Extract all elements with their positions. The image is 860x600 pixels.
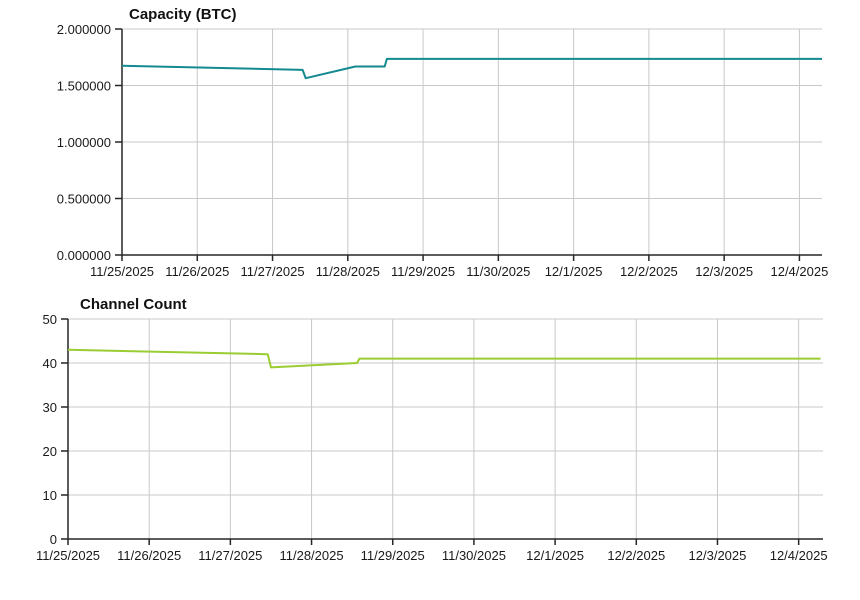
x-tick-label: 12/3/2025 xyxy=(689,548,747,563)
x-tick-label: 11/27/2025 xyxy=(198,548,262,563)
y-tick-label: 2.000000 xyxy=(57,22,111,37)
x-tick-label: 12/1/2025 xyxy=(526,548,584,563)
y-tick-label: 20 xyxy=(43,444,57,459)
series-line xyxy=(67,348,821,369)
channel-count-chart: 0 10 20 30 40 50 11/25/2025 11/26/2025 11/27/202… xyxy=(36,312,828,563)
x-tick-label: 11/28/2025 xyxy=(279,548,343,563)
x-tick-label: 11/28/2025 xyxy=(316,264,380,279)
channel-count-chart-title: Channel Count xyxy=(80,296,187,313)
x-tick-label: 12/4/2025 xyxy=(770,264,828,279)
x-tick-label: 11/30/2025 xyxy=(442,548,506,563)
y-tick-label: 1.000000 xyxy=(57,135,111,150)
x-tick-label: 11/26/2025 xyxy=(117,548,181,563)
y-tick-label: 30 xyxy=(43,400,57,415)
x-tick-label: 12/2/2025 xyxy=(607,548,665,563)
x-tick-label: 12/1/2025 xyxy=(545,264,603,279)
y-tick-label: 0.500000 xyxy=(57,192,111,207)
y-tick-label: 1.500000 xyxy=(57,79,111,94)
x-tick-label: 12/4/2025 xyxy=(770,548,828,563)
x-tick-label: 11/29/2025 xyxy=(391,264,455,279)
x-tick-label: 11/25/2025 xyxy=(90,264,154,279)
y-tick-label: 10 xyxy=(43,488,57,503)
y-tick-label: 40 xyxy=(43,356,57,371)
x-tick-label: 12/3/2025 xyxy=(695,264,753,279)
x-tick-label: 12/2/2025 xyxy=(620,264,678,279)
x-tick-label: 11/29/2025 xyxy=(361,548,425,563)
x-tick-label: 11/26/2025 xyxy=(165,264,229,279)
x-tick-label: 11/25/2025 xyxy=(36,548,100,563)
y-tick-label: 50 xyxy=(43,312,57,327)
series-line xyxy=(121,57,822,80)
capacity-chart: 0.000000 0.500000 1.000000 1.500000 2.000000… xyxy=(57,22,829,279)
x-tick-label: 11/30/2025 xyxy=(466,264,530,279)
y-tick-label: 0 xyxy=(50,532,57,547)
y-tick-label: 0.000000 xyxy=(57,248,111,263)
capacity-chart-title: Capacity (BTC) xyxy=(129,6,237,23)
x-tick-label: 11/27/2025 xyxy=(240,264,304,279)
